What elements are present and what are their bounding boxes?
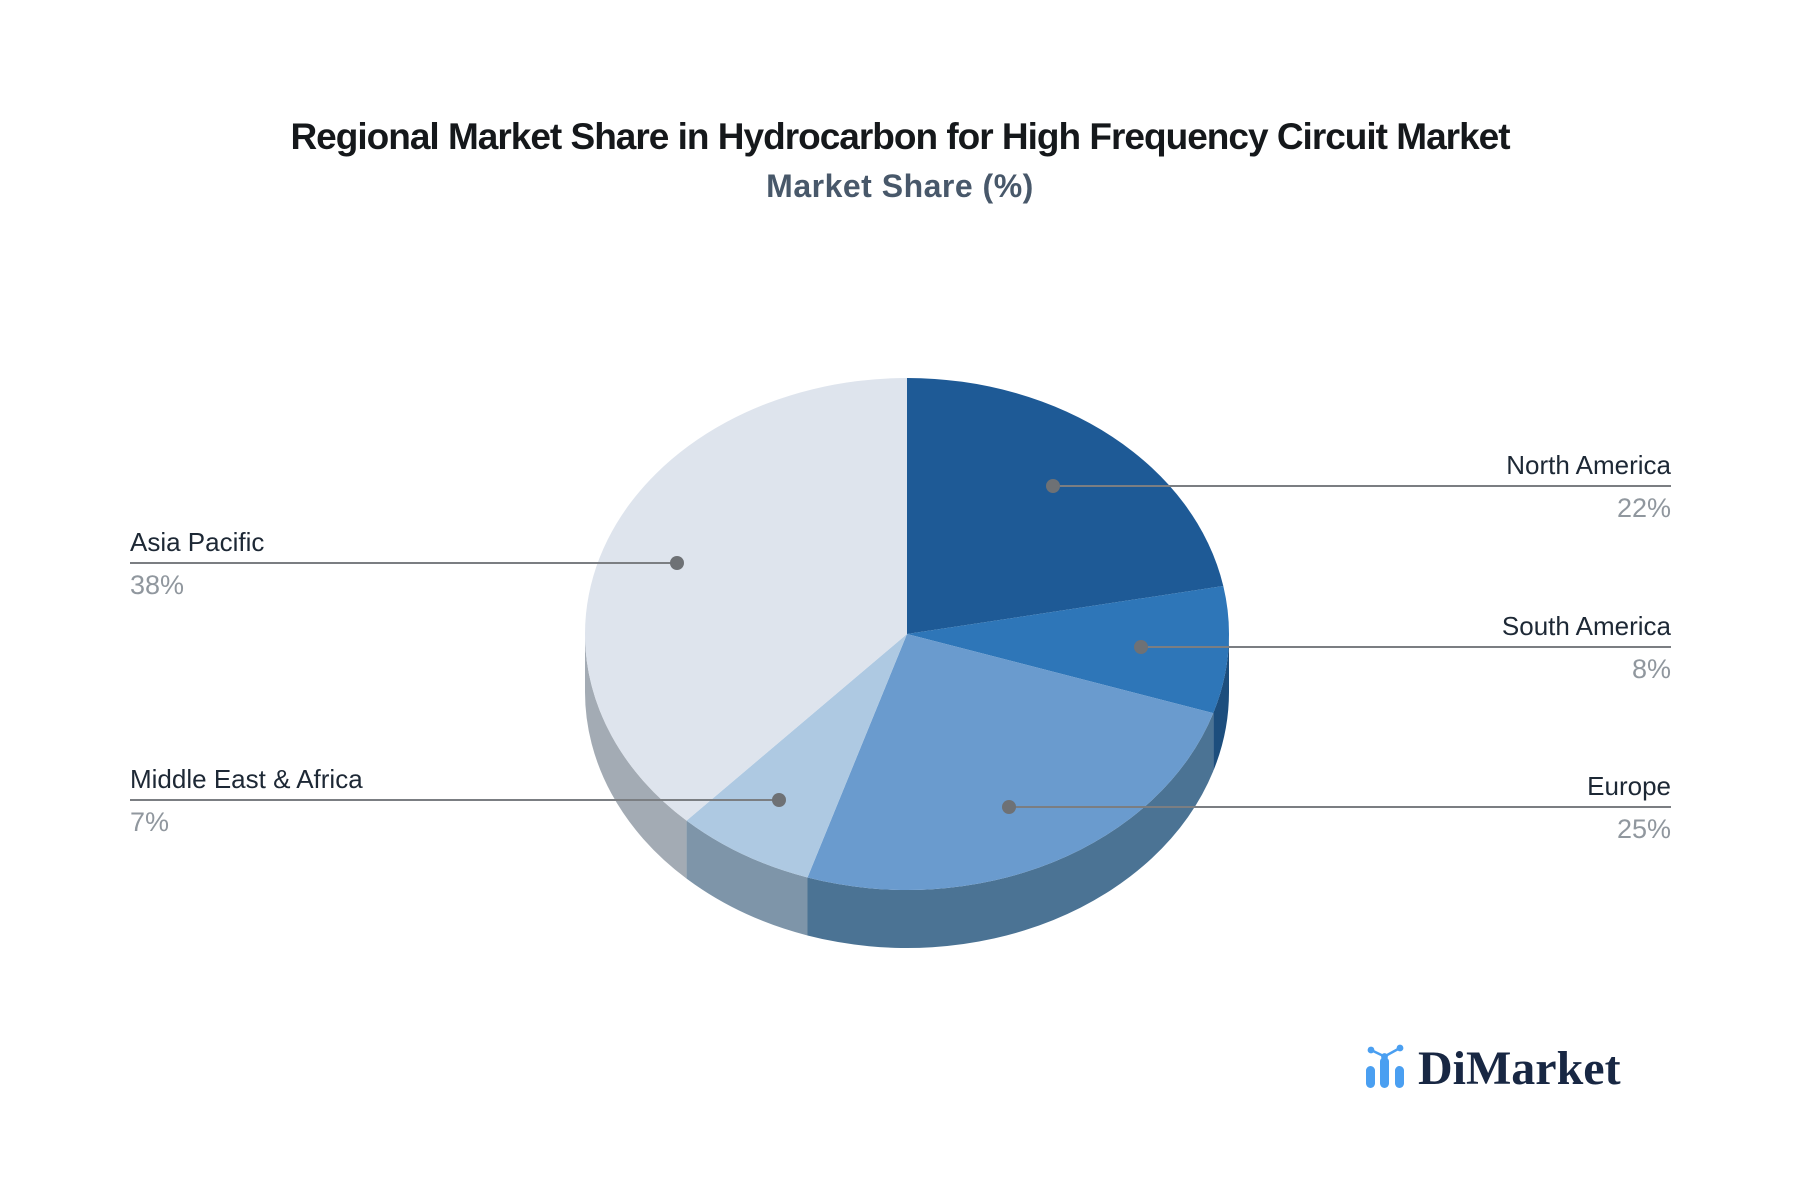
leader-dot-south-america [1134, 640, 1148, 654]
leader-dot-europe [1002, 800, 1016, 814]
brand-logo: DiMarket [1362, 1040, 1662, 1100]
pie-slice-side-middle-east-africa [686, 820, 808, 936]
pie-slice-europe[interactable] [807, 634, 1214, 891]
bar-chart-logo-icon [1366, 1044, 1404, 1088]
pie-slice-south-america[interactable] [907, 586, 1229, 714]
pie-slice-side-europe [807, 713, 1214, 948]
pie-slice-side-asia-pacific [585, 634, 687, 879]
pie-slice-north-america[interactable] [907, 378, 1224, 634]
leader-dot-north-america [1046, 479, 1060, 493]
pie-label-europe: Europe [1587, 771, 1671, 801]
pie-slice-side-south-america [1213, 634, 1229, 772]
chart-subtitle: Market Share (%) [766, 168, 1034, 204]
leader-dot-asia-pacific [670, 556, 684, 570]
pie-label-asia-pacific: Asia Pacific [130, 527, 265, 557]
chart-title: Regional Market Share in Hydrocarbon for… [290, 116, 1510, 157]
pie-label-south-america: South America [1501, 611, 1671, 641]
leader-dot-middle-east-africa [772, 793, 786, 807]
pie-label-middle-east-africa: Middle East & Africa [130, 764, 363, 794]
pie-label-north-america: North America [1506, 450, 1671, 480]
pie-value-europe: 25% [1616, 814, 1671, 844]
pie-value-north-america: 22% [1616, 493, 1671, 523]
pie-value-south-america: 8% [1631, 654, 1671, 684]
brand-name: DiMarket [1418, 1042, 1621, 1095]
pie-slice-middle-east-africa[interactable] [686, 634, 907, 878]
pie-value-asia-pacific: 38% [130, 570, 185, 600]
pie-slice-asia-pacific[interactable] [585, 378, 907, 821]
pie-value-middle-east-africa: 7% [130, 807, 170, 837]
